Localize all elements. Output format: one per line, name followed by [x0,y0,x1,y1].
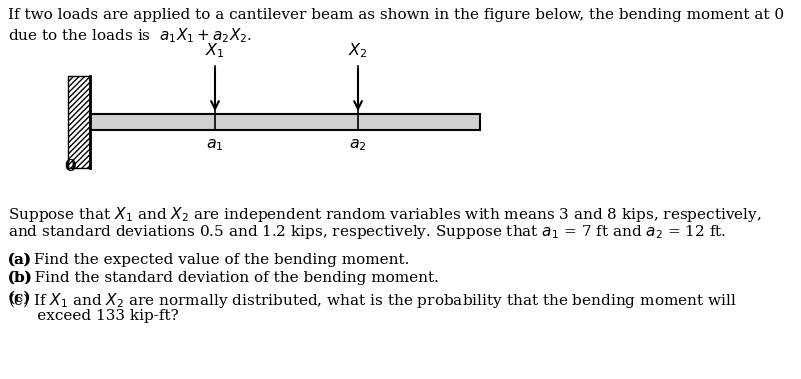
Text: $X_2$: $X_2$ [348,41,368,60]
Text: $a_1$: $a_1$ [206,136,224,153]
Text: and standard deviations 0.5 and 1.2 kips, respectively. Suppose that $a_1$ = 7 f: and standard deviations 0.5 and 1.2 kips… [8,223,727,241]
Text: (c) If $X_1$ and $X_2$ are normally distributed, what is the probability that th: (c) If $X_1$ and $X_2$ are normally dist… [8,291,737,310]
Text: exceed 133 kip-ft?: exceed 133 kip-ft? [8,309,179,323]
Text: 0: 0 [64,158,76,175]
Text: (b): (b) [8,271,33,285]
Text: (b) Find the standard deviation of the bending moment.: (b) Find the standard deviation of the b… [8,271,439,285]
Text: $a_2$: $a_2$ [349,136,367,153]
Text: $X_1$: $X_1$ [205,41,225,60]
Text: If two loads are applied to a cantilever beam as shown in the figure below, the : If two loads are applied to a cantilever… [8,8,784,22]
Text: due to the loads is  $a_1X_1 + a_2X_2$.: due to the loads is $a_1X_1 + a_2X_2$. [8,26,252,45]
Text: (a): (a) [8,253,32,267]
Bar [68,76,90,168]
Bar [90,114,480,130]
Text: (a) Find the expected value of the bending moment.: (a) Find the expected value of the bendi… [8,253,409,268]
Text: (c): (c) [8,291,31,305]
Text: Suppose that $X_1$ and $X_2$ are independent random variables with means 3 and 8: Suppose that $X_1$ and $X_2$ are indepen… [8,205,762,224]
